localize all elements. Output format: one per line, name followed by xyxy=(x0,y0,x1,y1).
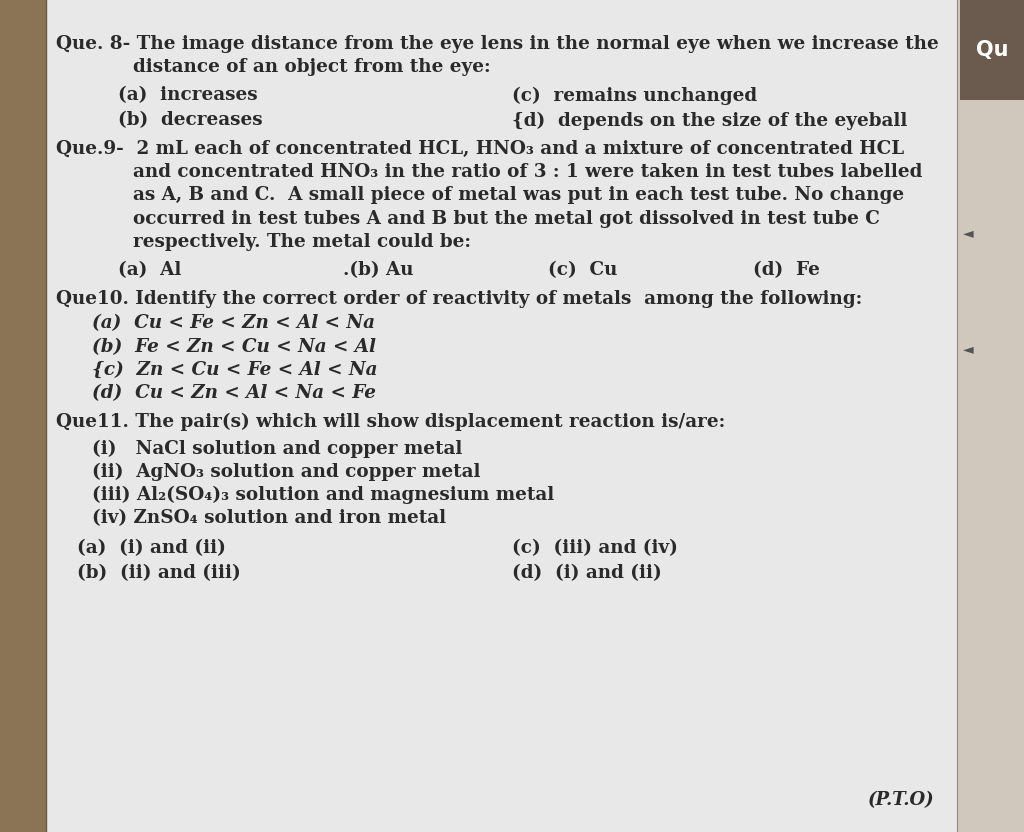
Text: (i)   NaCl solution and copper metal: (i) NaCl solution and copper metal xyxy=(92,439,463,458)
Text: ◄: ◄ xyxy=(963,343,973,356)
Text: .(b) Au: .(b) Au xyxy=(343,261,414,280)
Text: {c)  Zn < Cu < Fe < Al < Na: {c) Zn < Cu < Fe < Al < Na xyxy=(92,361,378,379)
Text: ◄: ◄ xyxy=(963,226,973,240)
Text: (c)  (iii) and (iv): (c) (iii) and (iv) xyxy=(512,539,678,557)
Text: respectively. The metal could be:: respectively. The metal could be: xyxy=(133,233,471,251)
Text: (a)  Al: (a) Al xyxy=(118,261,181,280)
Bar xyxy=(0,0,46,832)
Bar xyxy=(961,0,1024,100)
Text: Qu: Qu xyxy=(976,40,1009,60)
Text: Que11. The pair(s) which will show displacement reaction is/are:: Que11. The pair(s) which will show displ… xyxy=(56,413,726,431)
Text: (iv) ZnSO₄ solution and iron metal: (iv) ZnSO₄ solution and iron metal xyxy=(92,509,446,527)
Text: as A, B and C.  A small piece of metal was put in each test tube. No change: as A, B and C. A small piece of metal wa… xyxy=(133,186,904,205)
Text: (iii) Al₂(SO₄)₃ solution and magnesium metal: (iii) Al₂(SO₄)₃ solution and magnesium m… xyxy=(92,486,554,504)
Text: and concentrated HNO₃ in the ratio of 3 : 1 were taken in test tubes labelled: and concentrated HNO₃ in the ratio of 3 … xyxy=(133,163,923,181)
Text: (b)  (ii) and (iii): (b) (ii) and (iii) xyxy=(77,564,241,582)
Text: {d)  depends on the size of the eyeball: {d) depends on the size of the eyeball xyxy=(512,111,907,130)
Text: Que. 8- The image distance from the eye lens in the normal eye when we increase : Que. 8- The image distance from the eye … xyxy=(56,35,939,53)
Text: occurred in test tubes A and B but the metal got dissolved in test tube C: occurred in test tubes A and B but the m… xyxy=(133,210,880,228)
Text: (b)  Fe < Zn < Cu < Na < Al: (b) Fe < Zn < Cu < Na < Al xyxy=(92,338,376,356)
Text: (b)  decreases: (b) decreases xyxy=(118,111,262,130)
Text: (d)  (i) and (ii): (d) (i) and (ii) xyxy=(512,564,662,582)
Text: distance of an object from the eye:: distance of an object from the eye: xyxy=(133,58,490,77)
Text: (a)  Cu < Fe < Zn < Al < Na: (a) Cu < Fe < Zn < Al < Na xyxy=(92,314,375,333)
Text: (a)  increases: (a) increases xyxy=(118,87,257,105)
Text: Que10. Identify the correct order of reactivity of metals  among the following:: Que10. Identify the correct order of rea… xyxy=(56,290,862,308)
Text: (c)  Cu: (c) Cu xyxy=(548,261,617,280)
Text: (P.T.O): (P.T.O) xyxy=(867,790,935,809)
Text: (a)  (i) and (ii): (a) (i) and (ii) xyxy=(77,539,225,557)
Text: (ii)  AgNO₃ solution and copper metal: (ii) AgNO₃ solution and copper metal xyxy=(92,463,480,481)
Text: (d)  Cu < Zn < Al < Na < Fe: (d) Cu < Zn < Al < Na < Fe xyxy=(92,384,376,403)
Text: (c)  remains unchanged: (c) remains unchanged xyxy=(512,87,757,105)
Text: (d)  Fe: (d) Fe xyxy=(753,261,819,280)
Text: Que.9-  2 mL each of concentrated HCL, HNO₃ and a mixture of concentrated HCL: Que.9- 2 mL each of concentrated HCL, HN… xyxy=(56,140,904,158)
Bar xyxy=(957,0,1024,832)
